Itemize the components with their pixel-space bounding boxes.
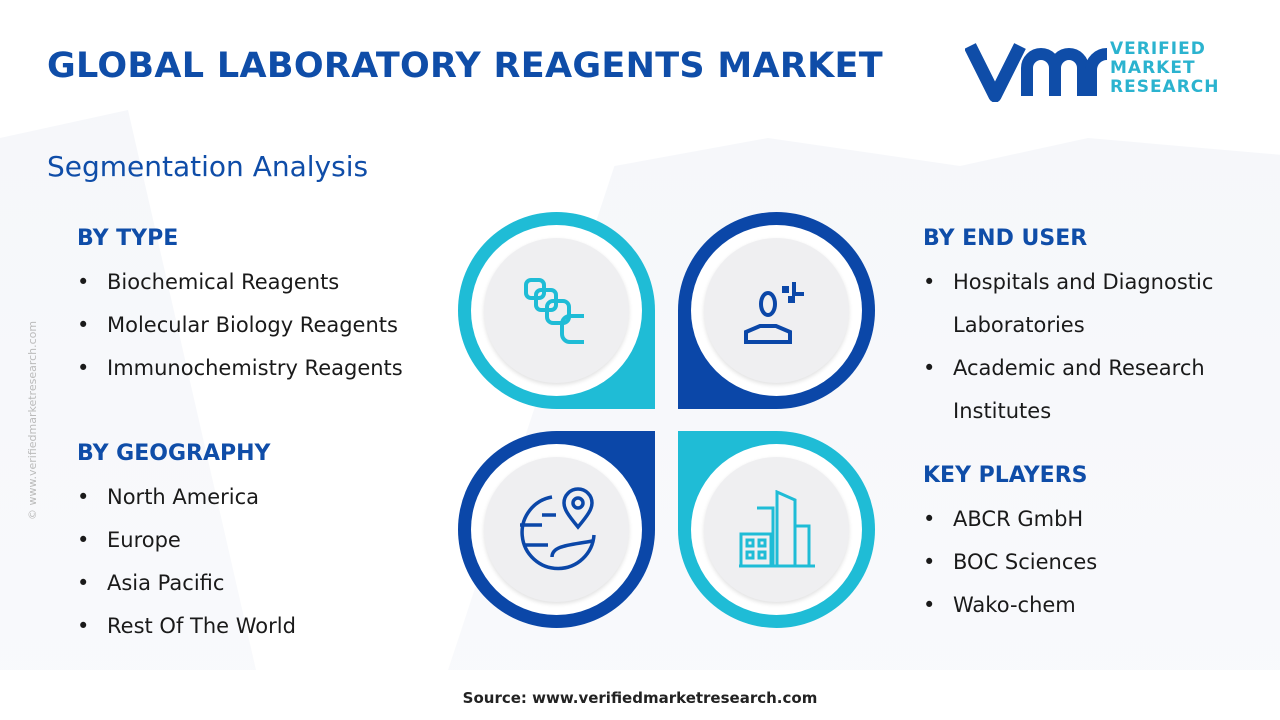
by-end-user-section: BY END USER Hospitals and Diagnostic Lab…	[923, 226, 1273, 433]
list-item: BOC Sciences	[923, 541, 1097, 584]
buildings-icon	[738, 489, 815, 567]
list-item: Immunochemistry Reagents	[77, 347, 403, 390]
list-item: Asia Pacific	[77, 562, 296, 605]
list-item: Academic and Research Institutes	[923, 347, 1273, 433]
logo-text: VERIFIED MARKET RESEARCH	[1110, 40, 1220, 97]
list-item: Wako-chem	[923, 584, 1097, 627]
globe-location-icon	[519, 486, 596, 570]
list-item: Hospitals and Diagnostic Laboratories	[923, 261, 1273, 347]
list-item: Molecular Biology Reagents	[77, 304, 403, 347]
geography-quadrant	[458, 431, 655, 628]
list-item: Rest Of The World	[77, 605, 296, 648]
list-item: ABCR GmbH	[923, 498, 1097, 541]
page-title: GLOBAL LABORATORY REAGENTS MARKET	[47, 46, 883, 86]
list-item: North America	[77, 476, 296, 519]
logo-line-2: MARKET	[1110, 58, 1196, 78]
by-type-heading: BY TYPE	[77, 226, 179, 251]
logo-line-3: RESEARCH	[1110, 77, 1220, 97]
user-icon	[743, 281, 804, 344]
key-players-quadrant	[678, 431, 875, 628]
by-type-section: BY TYPE Biochemical Reagents Molecular B…	[77, 226, 403, 390]
by-end-user-heading: BY END USER	[923, 226, 1088, 251]
end-user-quadrant	[678, 212, 875, 409]
source-text: Source: www.verifiedmarketresearch.com	[462, 689, 818, 707]
vertical-watermark: © www.verifiedmarketresearch.com	[26, 320, 39, 520]
type-quadrant	[458, 212, 655, 409]
list-item: Europe	[77, 519, 296, 562]
by-geography-heading: BY GEOGRAPHY	[77, 441, 271, 466]
reagent-stack-icon	[523, 277, 584, 344]
by-geography-section: BY GEOGRAPHY North America Europe Asia P…	[77, 441, 296, 648]
logo-line-1: VERIFIED	[1110, 39, 1206, 59]
vmr-logo-icon	[965, 43, 1108, 102]
key-players-heading: KEY PLAYERS	[923, 463, 1088, 488]
list-item: Biochemical Reagents	[77, 261, 403, 304]
key-players-section: KEY PLAYERS ABCR GmbH BOC Sciences Wako-…	[923, 463, 1097, 627]
section-subtitle: Segmentation Analysis	[47, 150, 369, 183]
